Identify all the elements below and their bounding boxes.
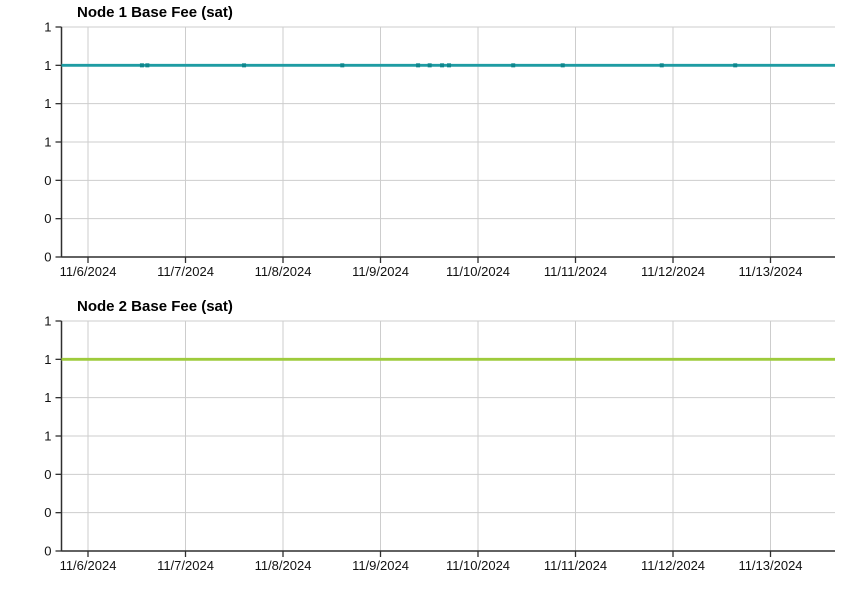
x-tick-label: 11/6/2024 [60,264,117,279]
series-marker [447,63,452,68]
x-tick-label: 11/10/2024 [446,264,510,279]
x-tick-label: 11/12/2024 [641,264,705,279]
y-tick-label: 1 [44,20,51,35]
x-tick-label: 11/6/2024 [60,558,117,573]
x-tick-label: 11/11/2024 [544,558,607,573]
x-tick-label: 11/13/2024 [738,558,802,573]
x-tick-label: 11/11/2024 [544,264,607,279]
series-marker [145,63,150,68]
series-marker [242,63,247,68]
series-marker [733,63,738,68]
y-tick-label: 1 [44,390,51,405]
series-marker [416,63,421,68]
y-tick-label: 0 [44,544,51,559]
series-marker [511,63,516,68]
x-tick-label: 11/7/2024 [157,558,214,573]
x-tick-label: 11/8/2024 [255,558,312,573]
series-marker [440,63,445,68]
y-tick-label: 0 [44,467,51,482]
x-tick-label: 11/12/2024 [641,558,705,573]
x-tick-label: 11/9/2024 [352,264,409,279]
series-marker [659,63,664,68]
y-tick-label: 0 [44,250,51,265]
series-marker [340,63,345,68]
y-tick-label: 1 [44,352,51,367]
y-tick-label: 1 [44,314,51,329]
y-tick-label: 0 [44,173,51,188]
x-tick-label: 11/7/2024 [157,264,214,279]
y-tick-label: 1 [44,58,51,73]
chart-plot-area: 11/6/2024 11/7/2024 11/8/2024 11/9/2024 11/1… [44,20,835,279]
y-tick-label: 0 [44,211,51,226]
x-tick-label: 11/9/2024 [352,558,409,573]
series-marker [427,63,432,68]
chart-node-2-base-fee: Node 2 Base Fee (sat) 11/6/2024 11/7/2024… [0,294,860,588]
x-tick-label: 11/8/2024 [255,264,312,279]
y-tick-label: 1 [44,429,51,444]
series-marker [560,63,565,68]
y-tick-label: 1 [44,135,51,150]
chart-plot-area: 11/6/2024 11/7/2024 11/8/2024 11/9/2024 11/1… [44,314,835,573]
series-marker [139,63,144,68]
y-tick-label: 0 [44,505,51,520]
chart-title: Node 1 Base Fee (sat) [77,4,233,21]
y-tick-label: 1 [44,96,51,111]
x-tick-label: 11/10/2024 [446,558,510,573]
chart-title: Node 2 Base Fee (sat) [77,298,233,315]
chart-node-1-base-fee: Node 1 Base Fee (sat) 11/6/2024 11/7/2024… [0,0,860,294]
x-tick-label: 11/13/2024 [738,264,802,279]
